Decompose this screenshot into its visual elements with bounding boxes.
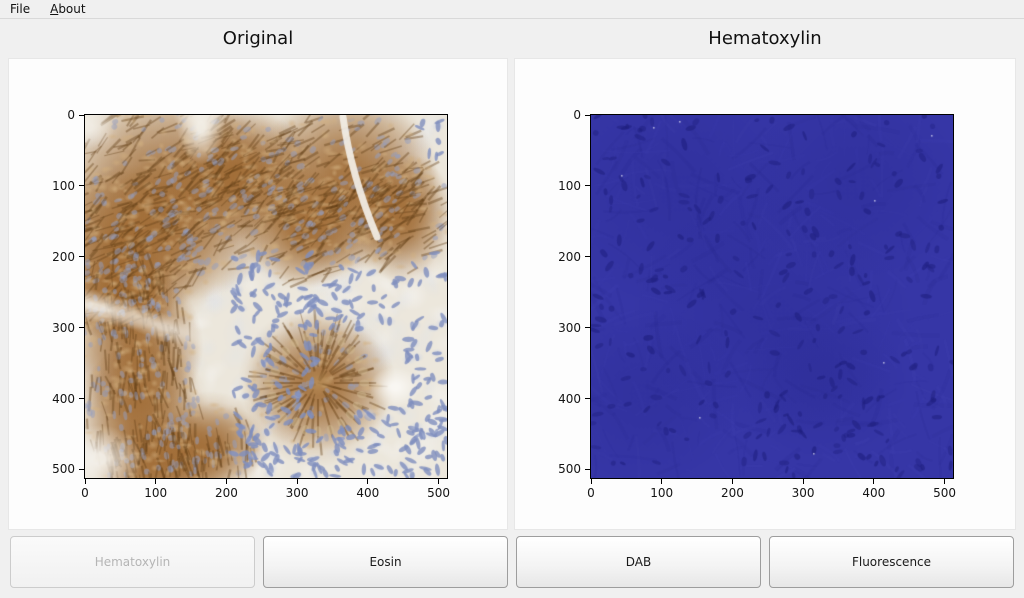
x-tick-label: 400 <box>356 486 380 500</box>
x-tick <box>296 479 298 484</box>
y-tick <box>79 327 84 329</box>
x-tick-label: 200 <box>214 486 238 500</box>
x-tick-label: 200 <box>720 486 744 500</box>
hematoxylin-image <box>591 115 953 478</box>
y-tick <box>585 398 590 400</box>
x-tick-label: 400 <box>862 486 886 500</box>
y-tick <box>79 256 84 258</box>
y-tick-label: 400 <box>558 391 581 406</box>
menubar: File About <box>0 0 1024 19</box>
y-tick <box>585 468 590 470</box>
x-tick-label: 300 <box>285 486 309 500</box>
y-tick-label: 200 <box>558 249 581 264</box>
original-title: Original <box>222 28 294 49</box>
x-tick <box>944 479 946 484</box>
y-tick <box>585 185 590 187</box>
y-tick <box>585 327 590 329</box>
x-tick <box>367 479 369 484</box>
y-tick-label: 200 <box>52 249 75 264</box>
fluorescence-button[interactable]: Fluorescence <box>769 536 1014 588</box>
y-tick <box>79 398 84 400</box>
y-tick-label: 100 <box>52 178 75 193</box>
x-tick-label: 500 <box>933 486 956 500</box>
y-tick <box>79 468 84 470</box>
x-tick <box>155 479 157 484</box>
x-tick-label: 0 <box>81 486 89 500</box>
y-tick <box>79 185 84 187</box>
y-tick <box>585 256 590 258</box>
hematoxylin-title: Hematoxylin <box>708 28 822 49</box>
x-tick-label: 300 <box>791 486 815 500</box>
original-plot-axes: 0 100 200 300 400 500 0 100 200 300 400 500 <box>52 108 450 500</box>
y-tick-label: 100 <box>558 178 581 193</box>
x-tick <box>802 479 804 484</box>
y-tick <box>585 114 590 116</box>
original-panel: 0 100 200 300 400 500 0 100 200 300 400 500 <box>8 58 508 530</box>
x-tick <box>731 479 733 484</box>
hematoxylin-panel: 0 100 200 300 400 500 0 100 200 300 400 500 <box>514 58 1016 530</box>
x-tick-label: 100 <box>144 486 168 500</box>
y-tick-label: 500 <box>52 462 75 477</box>
y-tick-label: 300 <box>558 320 581 335</box>
x-tick <box>590 479 592 484</box>
x-tick-label: 100 <box>650 486 674 500</box>
dab-button[interactable]: DAB <box>516 536 761 588</box>
x-tick <box>661 479 663 484</box>
original-image <box>85 115 447 478</box>
menu-item-about[interactable]: About <box>50 2 86 16</box>
menu-item-file[interactable]: File <box>10 2 31 16</box>
x-tick <box>438 479 440 484</box>
x-tick-label: 0 <box>587 486 595 500</box>
y-tick-label: 300 <box>52 320 75 335</box>
x-tick <box>873 479 875 484</box>
y-tick-label: 0 <box>67 108 75 122</box>
hematoxylin-button[interactable]: Hematoxylin <box>10 536 255 588</box>
y-tick <box>79 114 84 116</box>
x-tick <box>84 479 86 484</box>
eosin-button[interactable]: Eosin <box>263 536 508 588</box>
hematoxylin-plot-axes: 0 100 200 300 400 500 0 100 200 300 400 500 <box>558 108 956 500</box>
y-tick-label: 400 <box>52 391 75 406</box>
x-tick-label: 500 <box>427 486 450 500</box>
y-tick-label: 500 <box>558 462 581 477</box>
x-tick <box>225 479 227 484</box>
y-tick-label: 0 <box>573 108 581 122</box>
